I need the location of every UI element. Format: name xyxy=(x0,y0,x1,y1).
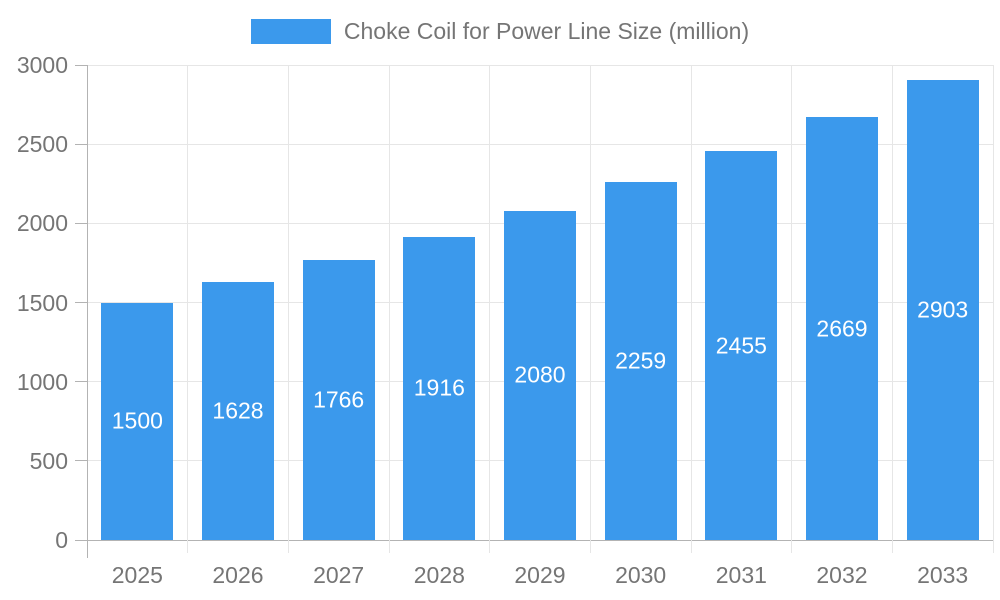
category-gridline xyxy=(690,65,692,540)
category-gridline xyxy=(388,65,390,540)
category-gridline xyxy=(992,65,994,540)
y-gridline xyxy=(87,64,993,66)
x-axis-tick xyxy=(992,540,994,553)
y-axis-tick-label: 2000 xyxy=(16,210,68,237)
x-axis-tick-label: 2033 xyxy=(917,562,969,588)
bar: 1628 xyxy=(202,282,274,540)
bar: 1766 xyxy=(302,260,375,540)
x-axis-baseline xyxy=(87,539,993,541)
bar-value-label: 1766 xyxy=(313,386,365,413)
x-axis-tick xyxy=(187,540,189,553)
bar: 2455 xyxy=(705,151,778,540)
category-gridline xyxy=(791,65,793,540)
x-axis-tick xyxy=(589,540,591,553)
y-axis-tick-label: 3000 xyxy=(16,52,68,78)
bar-value-label: 1628 xyxy=(212,397,264,424)
x-axis-tick-label: 2028 xyxy=(413,562,465,588)
x-axis-tick xyxy=(489,540,491,553)
bar-value-label: 2669 xyxy=(816,315,868,342)
x-axis-tick-label: 2029 xyxy=(514,562,566,588)
category-gridline xyxy=(891,65,893,540)
x-axis-tick xyxy=(791,540,793,553)
bar: 1916 xyxy=(403,236,476,540)
x-axis-tick-label: 2027 xyxy=(313,562,365,588)
x-axis-tick-label: 2025 xyxy=(111,562,163,588)
y-axis-tick xyxy=(75,302,87,303)
y-axis-tick-label: 1000 xyxy=(16,368,68,395)
x-axis-tick-label: 2031 xyxy=(715,562,767,588)
x-axis-tick xyxy=(287,540,289,553)
category-gridline xyxy=(589,65,591,540)
bar: 2080 xyxy=(504,210,576,540)
bar: 2903 xyxy=(906,80,979,540)
bar-value-label: 2455 xyxy=(715,332,767,359)
x-axis-tick xyxy=(690,540,692,553)
y-axis-tick xyxy=(75,381,87,383)
y-axis-tick xyxy=(75,222,87,224)
y-axis-tick-label: 1500 xyxy=(16,289,68,316)
y-axis-tick-label: 0 xyxy=(55,527,68,553)
bar: 2669 xyxy=(806,117,878,540)
x-axis-tick xyxy=(891,540,893,553)
category-gridline xyxy=(187,65,189,540)
x-axis-tick-label: 2030 xyxy=(615,562,667,588)
y-axis-line xyxy=(86,65,88,558)
x-axis-tick-label: 2026 xyxy=(212,562,264,588)
category-gridline xyxy=(489,65,491,540)
plot-area: 1500 1628 1766 1916 2080 2259 2455 2669 2903 xyxy=(87,64,994,541)
bar-value-label: 2080 xyxy=(514,361,566,388)
bar-value-label: 1916 xyxy=(413,374,465,401)
legend-color-swatch xyxy=(250,19,331,44)
y-axis-tick xyxy=(75,460,87,462)
bar: 2259 xyxy=(604,182,677,540)
bar-value-label: 1500 xyxy=(111,407,163,434)
y-axis-tick-label: 500 xyxy=(29,447,68,474)
y-axis-tick xyxy=(75,539,87,541)
bar: 1500 xyxy=(101,302,174,540)
bar-value-label: 2259 xyxy=(615,347,667,374)
legend-label: Choke Coil for Power Line Size (million) xyxy=(343,18,750,44)
x-axis-tick xyxy=(388,540,390,553)
bar-value-label: 2903 xyxy=(917,296,969,323)
y-gridline xyxy=(87,143,993,145)
legend: Choke Coil for Power Line Size (million) xyxy=(0,18,1000,45)
x-axis-tick-label: 2032 xyxy=(816,562,868,588)
y-axis-tick xyxy=(75,143,87,145)
y-axis-tick xyxy=(75,64,87,66)
y-axis-tick-label: 2500 xyxy=(16,131,68,158)
category-gridline xyxy=(287,65,289,540)
